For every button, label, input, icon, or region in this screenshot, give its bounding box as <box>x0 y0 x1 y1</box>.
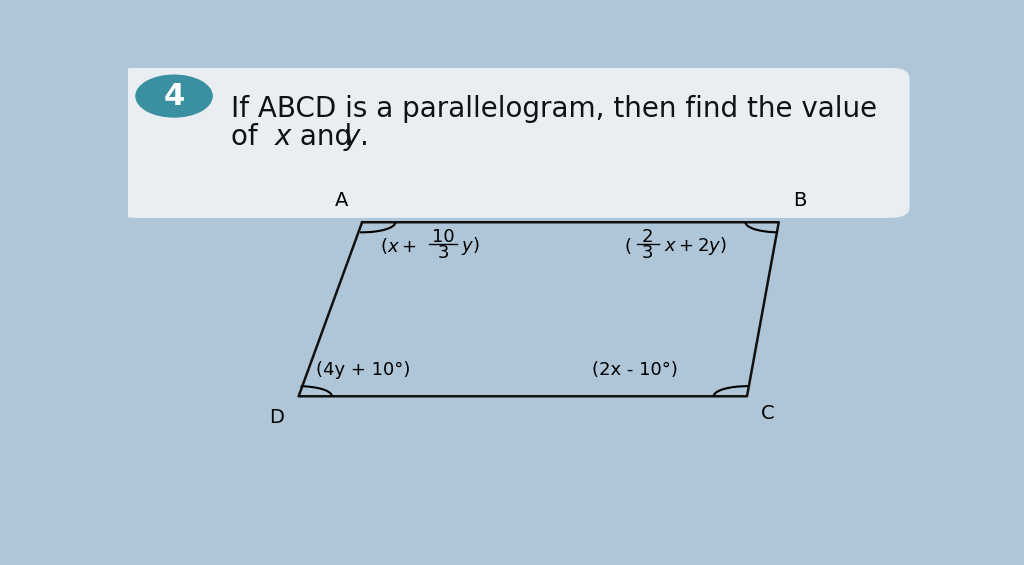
Text: $x + 2y)$: $x + 2y)$ <box>664 235 726 257</box>
Text: of: of <box>231 123 266 151</box>
Circle shape <box>136 75 212 117</box>
Text: y: y <box>344 123 360 151</box>
Text: 10: 10 <box>432 228 455 246</box>
Text: 3: 3 <box>642 244 653 262</box>
Text: C: C <box>761 404 775 423</box>
Text: .: . <box>359 123 369 151</box>
Text: 2: 2 <box>642 228 653 246</box>
Text: $y)$: $y)$ <box>461 235 479 257</box>
Text: 4: 4 <box>164 81 184 111</box>
Text: A: A <box>335 191 348 210</box>
Text: If ABCD is a parallelogram, then find the value: If ABCD is a parallelogram, then find th… <box>231 95 878 123</box>
Text: 3: 3 <box>437 244 449 262</box>
Text: x: x <box>274 123 291 151</box>
Text: $(x +$: $(x +$ <box>380 236 416 256</box>
Text: D: D <box>269 408 285 428</box>
Text: (4y + 10°): (4y + 10°) <box>316 361 411 379</box>
Text: B: B <box>793 191 807 210</box>
Text: $($: $($ <box>624 236 632 256</box>
Text: (2x - 10°): (2x - 10°) <box>592 361 678 379</box>
FancyBboxPatch shape <box>116 68 909 218</box>
Text: and: and <box>291 123 360 151</box>
